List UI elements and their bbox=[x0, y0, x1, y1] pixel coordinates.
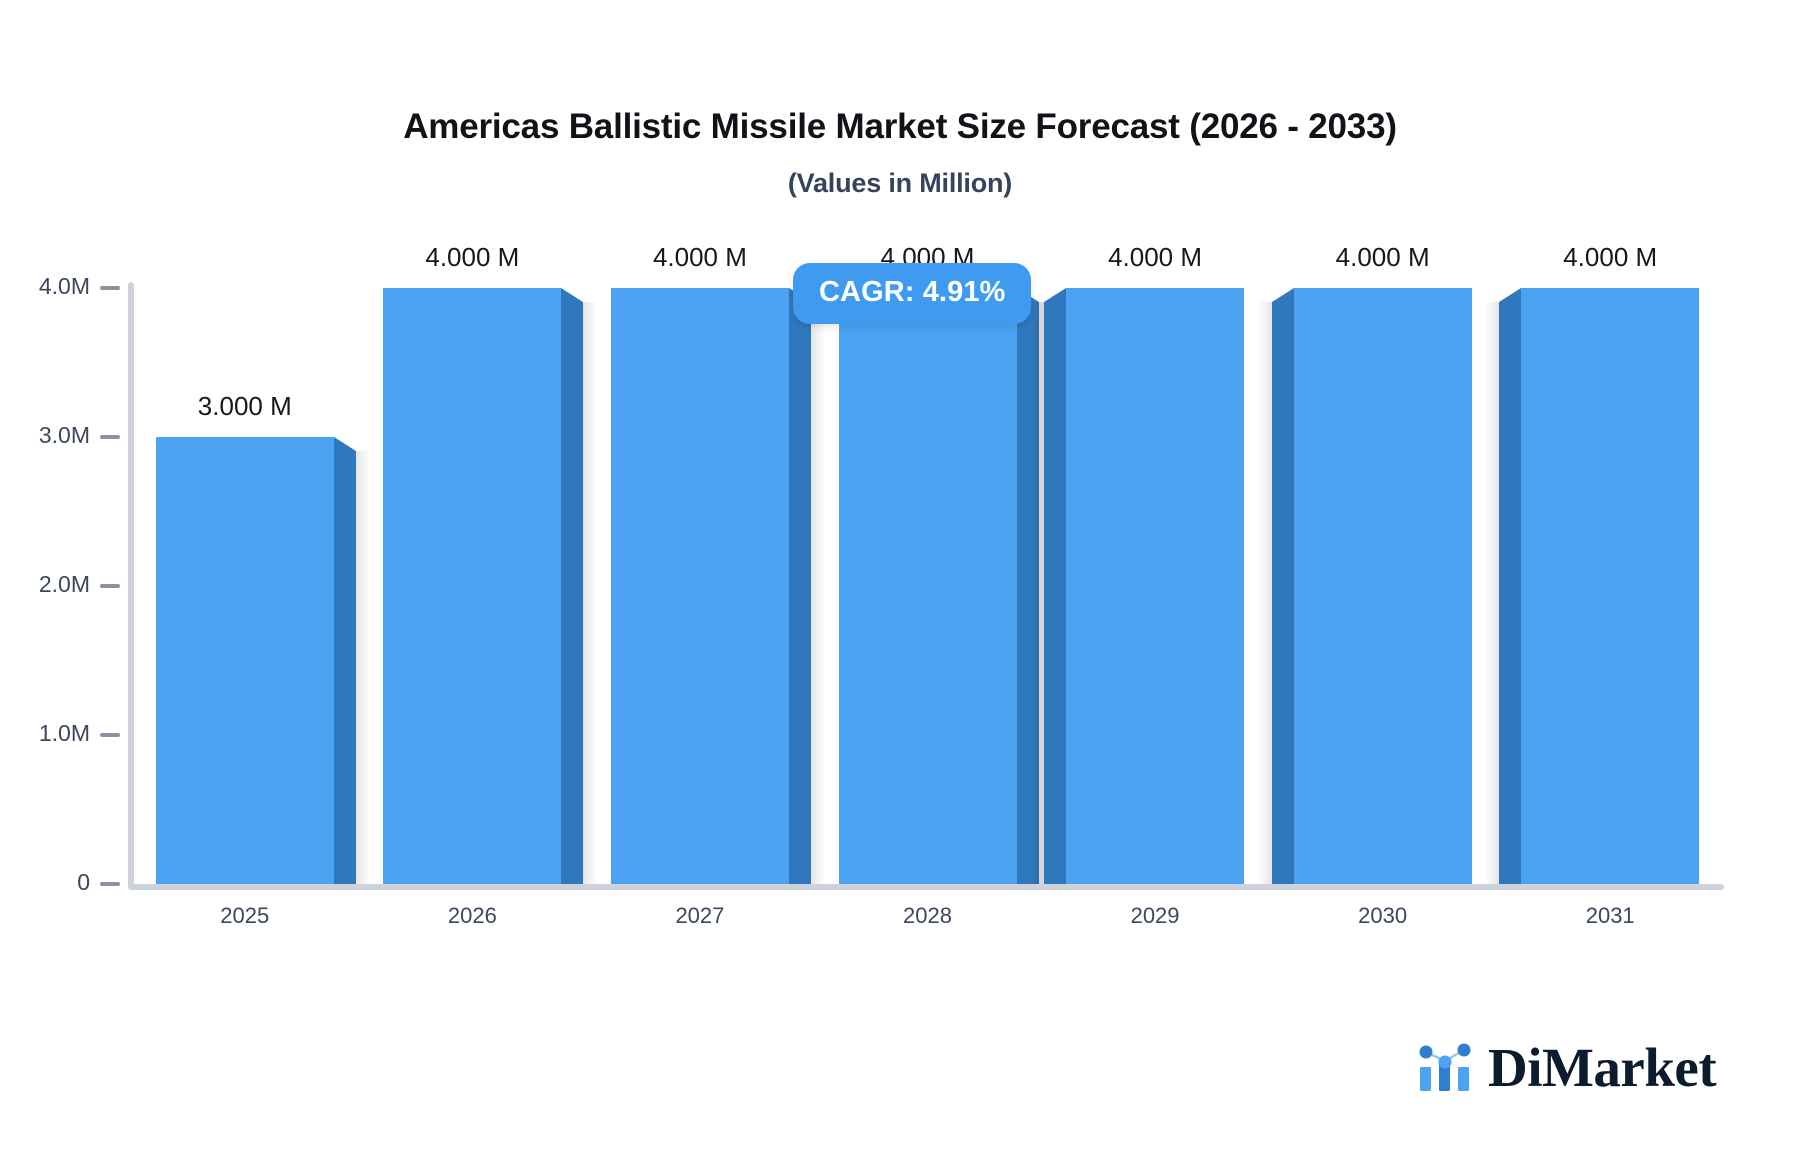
bar-value-label: 4.000 M bbox=[1563, 242, 1658, 272]
y-axis-tick-label: 2.0M bbox=[38, 571, 90, 597]
bar-value-label: 4.000 M bbox=[1108, 242, 1203, 272]
y-axis-line bbox=[128, 282, 134, 890]
bar-front-face bbox=[1066, 288, 1244, 884]
bar-front-face bbox=[1521, 288, 1699, 884]
chart-header: Americas Ballistic Missile Market Size F… bbox=[0, 107, 1800, 199]
x-axis-tick-label: 2029 bbox=[1130, 903, 1180, 928]
bar-side-face bbox=[1499, 288, 1521, 884]
x-axis-tick-label: 2028 bbox=[903, 903, 952, 928]
bar-side-face bbox=[1017, 288, 1039, 884]
bar-side-face bbox=[1044, 288, 1066, 884]
bar-shadow bbox=[1485, 302, 1499, 884]
bar-chart-dots-icon bbox=[1419, 1043, 1471, 1091]
x-axis-tick-label: 2031 bbox=[1585, 903, 1635, 928]
bar-front-face bbox=[383, 288, 561, 884]
x-axis-line bbox=[128, 884, 1724, 890]
y-axis-tick-mark bbox=[100, 882, 120, 886]
x-axis-tick-label: 2026 bbox=[447, 903, 497, 928]
x-axis-tick-label: 2030 bbox=[1358, 903, 1408, 928]
bar-shadow bbox=[583, 302, 597, 884]
bar-shadow bbox=[356, 451, 370, 884]
bar-shadow bbox=[1258, 302, 1272, 884]
bar-front-face bbox=[1294, 288, 1472, 884]
brand-logo-text: DiMarket bbox=[1488, 1037, 1717, 1098]
y-axis-tick-label: 1.0M bbox=[38, 720, 90, 746]
y-axis-tick-label: 4.0M bbox=[38, 273, 90, 299]
y-axis-tick-mark bbox=[100, 733, 120, 737]
bar-2027[interactable] bbox=[611, 288, 825, 884]
cagr-annotation-badge: CAGR: 4.91% bbox=[793, 263, 1032, 324]
bar-2030[interactable] bbox=[1258, 288, 1472, 884]
y-axis-tick-mark bbox=[100, 584, 120, 588]
bar-2025[interactable] bbox=[156, 437, 370, 884]
y-axis-tick-label: 3.0M bbox=[38, 422, 90, 448]
bar-2028[interactable] bbox=[839, 288, 1053, 884]
bar-value-label: 4.000 M bbox=[425, 242, 520, 272]
bar-front-face bbox=[156, 437, 334, 884]
bar-value-label: 3.000 M bbox=[197, 391, 292, 421]
y-axis-tick-mark bbox=[100, 286, 120, 290]
bar-2031[interactable] bbox=[1485, 288, 1699, 884]
bar-2026[interactable] bbox=[383, 288, 597, 884]
chart-subtitle: (Values in Million) bbox=[787, 167, 1013, 198]
chart-title: Americas Ballistic Missile Market Size F… bbox=[403, 107, 1397, 146]
bar-side-face bbox=[561, 288, 583, 884]
bar-value-label: 4.000 M bbox=[652, 242, 747, 272]
bar-2029[interactable] bbox=[1030, 288, 1244, 884]
y-axis-tick-label: 0 bbox=[77, 869, 90, 895]
bar-side-face bbox=[1272, 288, 1294, 884]
bar-side-face bbox=[789, 288, 811, 884]
x-axis-tick-label: 2027 bbox=[675, 903, 725, 928]
y-axis-tick-mark bbox=[100, 435, 120, 439]
bar-side-face bbox=[334, 437, 356, 884]
bar-value-label: 4.000 M bbox=[1335, 242, 1430, 272]
bar-front-face bbox=[611, 288, 789, 884]
bar-shadow bbox=[811, 302, 825, 884]
x-axis-tick-label: 2025 bbox=[220, 903, 270, 928]
brand-logo: DiMarket bbox=[1418, 1037, 1717, 1098]
bar-front-face bbox=[839, 288, 1017, 884]
